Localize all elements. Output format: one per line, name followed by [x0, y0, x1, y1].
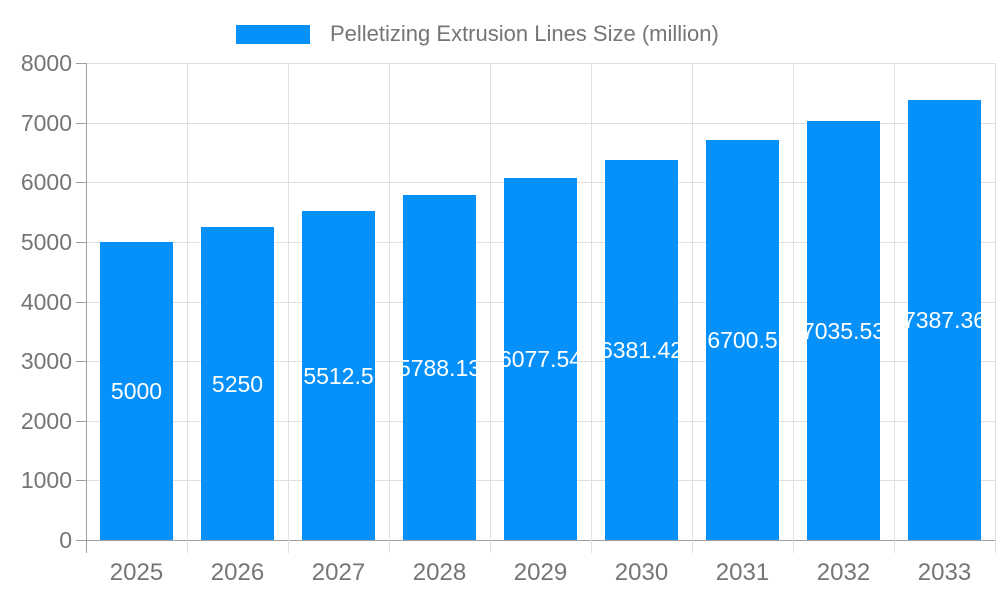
x-gridline [995, 63, 996, 553]
y-axis-label: 7000 [20, 110, 72, 136]
y-axis-label: 1000 [20, 467, 72, 493]
x-axis-label: 2033 [917, 559, 972, 586]
bar-2032[interactable]: 7035.53 [807, 121, 880, 540]
bar-2027[interactable]: 5512.5 [302, 211, 375, 540]
bar-value-label: 7035.53 [807, 317, 880, 344]
x-axis-label: 2030 [614, 559, 669, 586]
bar-2028[interactable]: 5788.13 [403, 195, 476, 540]
bar-2025[interactable]: 5000 [100, 242, 173, 540]
x-gridline [288, 63, 289, 553]
y-gridline [86, 63, 995, 64]
x-axis-label: 2031 [715, 559, 770, 586]
y-axis-label: 6000 [20, 169, 72, 195]
legend-series-label: Pelletizing Extrusion Lines Size (millio… [330, 21, 719, 46]
y-axis-line [86, 63, 87, 553]
chart-legend: Pelletizing Extrusion Lines Size (millio… [236, 21, 719, 47]
bar-value-label: 5788.13 [403, 354, 476, 381]
x-gridline [894, 63, 895, 553]
x-axis-label: 2025 [109, 559, 164, 586]
bar-value-label: 7387.36 [908, 307, 981, 333]
bar-2030[interactable]: 6381.42 [605, 160, 678, 540]
bar-value-label: 5250 [211, 370, 264, 397]
y-tick-mark [76, 242, 86, 243]
x-gridline [490, 63, 491, 553]
x-gridline [389, 63, 390, 553]
y-tick-mark [76, 123, 86, 124]
y-tick-mark [76, 302, 86, 303]
x-gridline [187, 63, 188, 553]
bar-2033[interactable]: 7387.36 [908, 100, 981, 540]
bar-2031[interactable]: 6700.5 [706, 140, 779, 540]
y-axis-label: 2000 [20, 408, 72, 434]
y-axis-label: 0 [59, 527, 72, 553]
y-gridline [86, 123, 995, 124]
legend-swatch [236, 24, 310, 44]
x-gridline [793, 63, 794, 553]
bar-value-label: 5512.5 [303, 362, 374, 389]
y-tick-mark [76, 480, 86, 481]
x-axis-label: 2026 [210, 559, 265, 586]
y-tick-mark [76, 361, 86, 362]
x-axis-label: 2028 [412, 559, 467, 586]
y-tick-mark [76, 540, 86, 541]
y-tick-mark [76, 182, 86, 183]
bar-2026[interactable]: 5250 [201, 227, 274, 540]
y-tick-mark [76, 421, 86, 422]
bar-value-label: 6700.5 [707, 327, 778, 353]
x-axis-baseline [86, 540, 995, 541]
bar-2029[interactable]: 6077.54 [504, 178, 577, 540]
bar-value-label: 6077.54 [504, 346, 577, 372]
y-axis-label: 3000 [20, 348, 72, 374]
bar-value-label: 6381.42 [605, 337, 678, 363]
bar-value-label: 5000 [110, 378, 163, 404]
y-axis-label: 5000 [20, 229, 72, 255]
x-axis-label: 2027 [311, 559, 366, 586]
y-axis-label: 8000 [20, 50, 72, 76]
y-tick-mark [76, 63, 86, 64]
x-axis-label: 2029 [513, 559, 568, 586]
x-axis-label: 2032 [816, 559, 871, 586]
x-gridline [692, 63, 693, 553]
y-axis-label: 4000 [20, 289, 72, 315]
x-gridline [591, 63, 592, 553]
